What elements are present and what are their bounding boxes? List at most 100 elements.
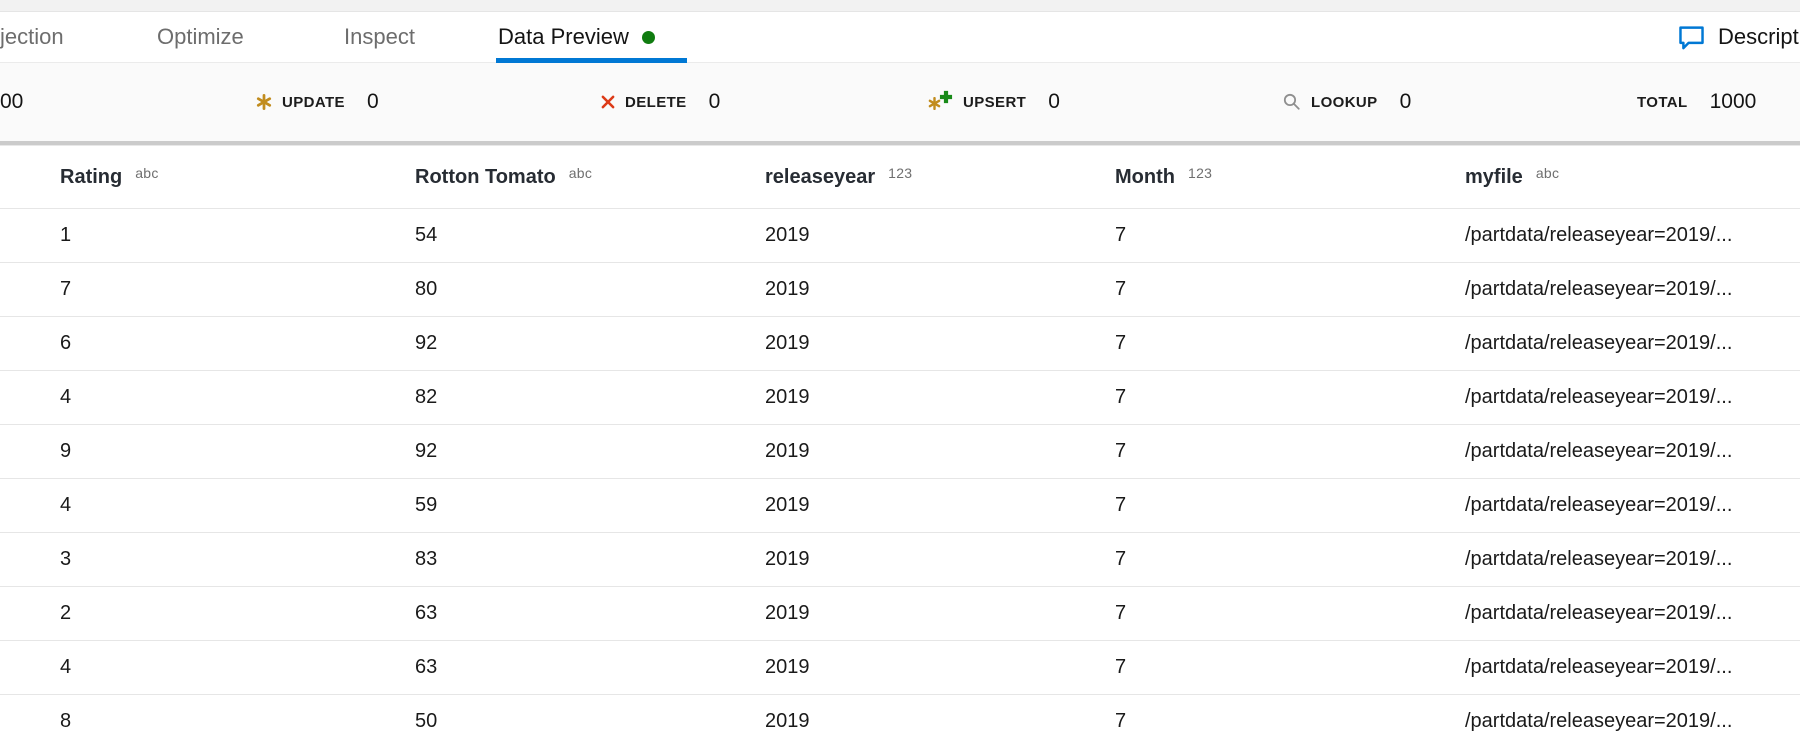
total-label: TOTAL [1637,93,1688,111]
column-type-badge: 123 [888,164,913,181]
cell: 7 [60,278,72,300]
total-count: 1000 [1709,90,1757,113]
upsert-count: 0 [1048,90,1060,113]
cell: 2019 [765,494,810,516]
cell: 50 [415,710,438,732]
cell: 63 [415,602,438,624]
table-row[interactable]: 6 92 2019 7 /partdata/releaseyear=2019/.… [0,316,1800,370]
tab-data-preview[interactable]: Data Preview [496,12,687,63]
column-header-month[interactable]: Month 123 [1115,165,1465,189]
tab-optimize[interactable]: Optimize [157,24,244,49]
table-row[interactable]: 3 83 2019 7 /partdata/releaseyear=2019/.… [0,532,1800,586]
column-name: myfile [1465,165,1523,188]
cell: 7 [1115,278,1127,300]
cell: 80 [415,278,438,300]
cell: 92 [415,332,438,354]
cell: 8 [60,710,72,732]
column-name: releaseyear [765,165,876,188]
cell: 7 [1115,332,1127,354]
cell: 2019 [765,710,810,732]
update-label: UPDATE [282,93,345,111]
cell: 59 [415,494,438,516]
cell: 4 [60,656,72,678]
tab-inspect[interactable]: Inspect [344,24,415,49]
comment-bubble-icon [1678,25,1705,50]
table-row[interactable]: 4 59 2019 7 /partdata/releaseyear=2019/.… [0,478,1800,532]
cell: 2019 [765,602,810,624]
cell: /partdata/releaseyear=2019/... [1465,548,1733,570]
tab-projection[interactable]: jection [0,24,64,49]
cell: 7 [1115,710,1127,732]
top-strip [0,0,1800,12]
cell: 7 [1115,386,1127,408]
cell: 4 [60,386,72,408]
data-preview-table: Rating abc Rotton Tomato abc releaseyear… [0,146,1800,748]
cell: 7 [1115,494,1127,516]
cell: /partdata/releaseyear=2019/... [1465,494,1733,516]
tab-data-preview-label: Data Preview [498,24,629,49]
cell: 3 [60,548,72,570]
column-header-rotton-tomato[interactable]: Rotton Tomato abc [415,164,765,189]
table-row[interactable]: 4 82 2019 7 /partdata/releaseyear=2019/.… [0,370,1800,424]
stat-partial-count: 00 [0,90,24,113]
cell: 83 [415,548,438,570]
table-row[interactable]: 1 54 2019 7 /partdata/releaseyear=2019/.… [0,208,1800,262]
column-type-badge: abc [135,164,159,181]
cell: 2019 [765,386,810,408]
cell: 2019 [765,278,810,300]
cell: /partdata/releaseyear=2019/... [1465,332,1733,354]
cell: 4 [60,494,72,516]
column-type-badge: abc [1535,164,1560,181]
stat-delete: DELETE 0 [601,63,720,141]
delete-label: DELETE [625,93,687,111]
cell: 6 [60,332,72,354]
column-header-releaseyear[interactable]: releaseyear 123 [765,164,1115,189]
cell: 7 [1115,440,1127,462]
cell: 2019 [765,224,810,246]
column-name: Rating [60,165,123,188]
table-row[interactable]: 4 63 2019 7 /partdata/releaseyear=2019/.… [0,640,1800,694]
table-row[interactable]: 8 50 2019 7 /partdata/releaseyear=2019/.… [0,694,1800,748]
delete-count: 0 [708,90,721,113]
cell: /partdata/releaseyear=2019/... [1465,440,1733,462]
cell: /partdata/releaseyear=2019/... [1465,710,1733,732]
update-count: 0 [366,90,379,113]
cell: 2019 [765,332,810,354]
cell: 7 [1115,224,1127,246]
column-name: Rotton Tomato [415,165,556,188]
table-row[interactable]: 2 63 2019 7 /partdata/releaseyear=2019/.… [0,586,1800,640]
cell: 2 [60,602,72,624]
cell: 63 [415,656,438,678]
column-name: Month [1115,165,1175,188]
table-header-row: Rating abc Rotton Tomato abc releaseyear… [0,146,1800,208]
column-type-badge: abc [568,164,593,181]
cell: /partdata/releaseyear=2019/... [1465,386,1733,408]
stat-upsert: UPSERT 0 [928,63,1060,141]
cell: 2019 [765,440,810,462]
cell: 7 [1115,656,1127,678]
cell: 54 [415,224,438,246]
cell: 9 [60,440,72,462]
preview-ready-status-dot [641,30,655,44]
delete-x-icon [601,95,615,109]
tab-bar: jection Optimize Inspect Data Preview De… [0,12,1800,63]
column-header-rating[interactable]: Rating abc [60,164,415,189]
cell: 2019 [765,548,810,570]
description-button[interactable]: Description [1678,12,1800,62]
stat-lookup: LOOKUP 0 [1283,63,1411,141]
cell: 1 [60,224,72,246]
description-label: Description [1718,24,1800,49]
table-row[interactable]: 9 92 2019 7 /partdata/releaseyear=2019/.… [0,424,1800,478]
lookup-count: 0 [1399,90,1412,113]
cell: /partdata/releaseyear=2019/... [1465,224,1733,246]
cell: 82 [415,386,438,408]
cell: /partdata/releaseyear=2019/... [1465,278,1733,300]
table-row[interactable]: 7 80 2019 7 /partdata/releaseyear=2019/.… [0,262,1800,316]
upsert-label: UPSERT [963,93,1027,111]
column-header-myfile[interactable]: myfile abc [1465,164,1800,189]
stat-update: UPDATE 0 [256,63,379,141]
section-divider [0,141,1800,146]
stats-bar: 00 UPDATE 0 [0,63,1800,141]
lookup-magnifier-icon [1283,93,1301,111]
